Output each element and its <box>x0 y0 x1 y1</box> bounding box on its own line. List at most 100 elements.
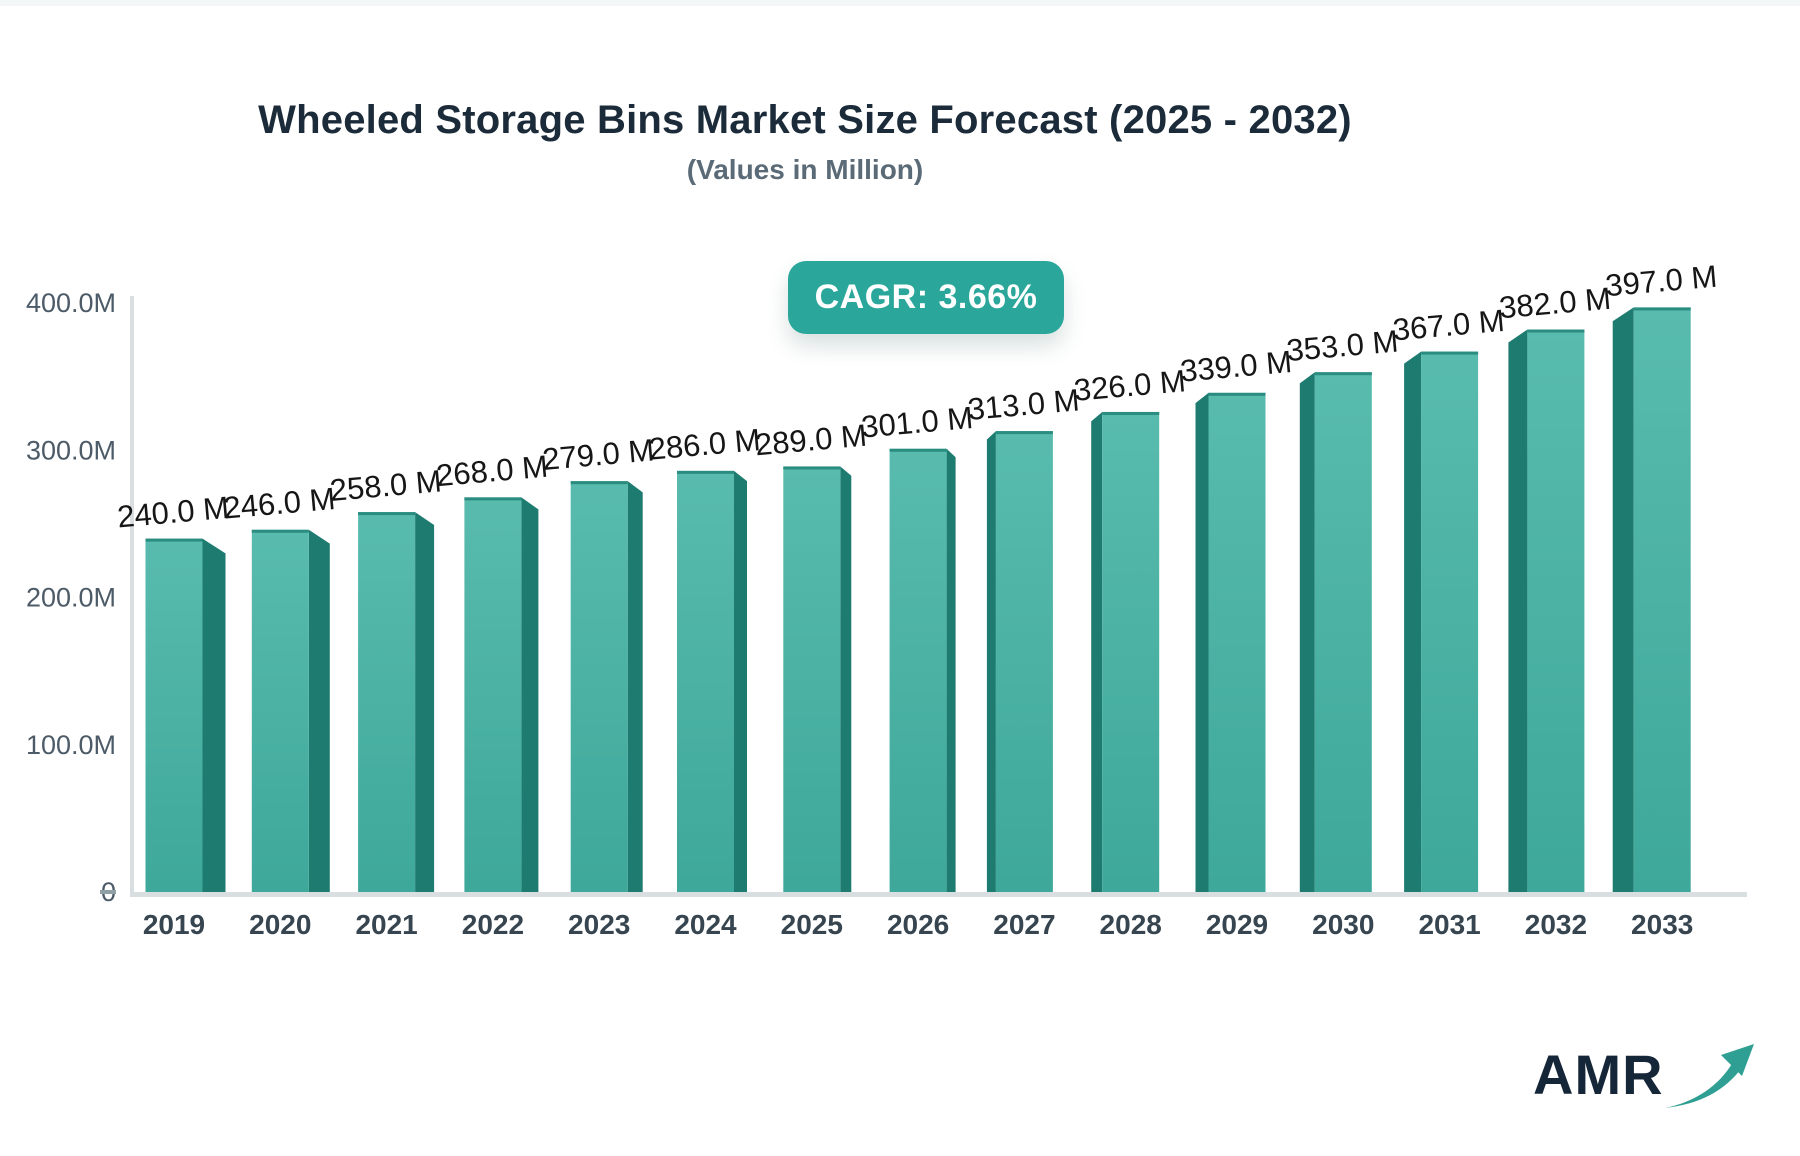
bar-top-edge <box>358 512 416 516</box>
bar-value-label: 353.0 M <box>1285 323 1400 368</box>
bar-2026[interactable]: 301.0 M <box>860 400 975 892</box>
bar-side-face <box>202 538 226 892</box>
chart-title: Wheeled Storage Bins Market Size Forecas… <box>258 98 1352 142</box>
bar-top-edge <box>677 470 734 474</box>
bar-side-face <box>986 431 996 892</box>
bar-value-label: 268.0 M <box>435 449 550 494</box>
bar-side-face <box>1299 372 1315 892</box>
y-axis-tick-label: 100.0M <box>26 730 116 760</box>
bar-side-face <box>1612 307 1634 893</box>
x-axis-line <box>130 892 1747 897</box>
x-axis-tick-label: 2026 <box>887 909 949 940</box>
bar-front-face <box>358 512 416 892</box>
x-axis-tick-label: 2024 <box>674 909 737 940</box>
x-axis-tick-label: 2022 <box>462 909 524 940</box>
bar-side-face <box>1404 351 1422 892</box>
bar-top-edge <box>783 466 841 470</box>
bar-top-edge <box>889 448 947 452</box>
x-axis-tick-label: 2032 <box>1525 909 1587 940</box>
amr-logo: AMR <box>1533 1042 1754 1122</box>
x-axis-tick-label: 2025 <box>781 909 843 940</box>
bar-top-edge <box>251 529 309 533</box>
bar-side-face <box>627 481 643 892</box>
bar-side-face <box>734 470 747 892</box>
bar-2029[interactable]: 339.0 M <box>1179 344 1294 892</box>
bar-2025[interactable]: 289.0 M <box>754 418 869 892</box>
bar-front-face <box>1633 307 1691 893</box>
y-axis-tick-label: 200.0M <box>26 583 116 613</box>
bar-front-face <box>783 466 841 892</box>
bar-top-edge <box>1421 351 1479 355</box>
growth-arrow-icon <box>1665 1044 1754 1108</box>
bar-front-face <box>677 470 734 892</box>
bar-value-label: 286.0 M <box>647 422 762 467</box>
bar-value-label: 258.0 M <box>328 463 443 508</box>
cagr-badge: CAGR: 3.66% <box>788 261 1064 334</box>
bar-2030[interactable]: 353.0 M <box>1285 323 1400 892</box>
bar-value-label: 397.0 M <box>1604 259 1719 304</box>
x-axis-tick-label: 2019 <box>143 909 205 940</box>
amr-logo-text: AMR <box>1533 1043 1664 1106</box>
cagr-badge-label: CAGR: 3.66% <box>814 278 1038 316</box>
bar-side-face <box>521 497 539 892</box>
y-axis-line <box>130 296 134 897</box>
x-axis-tick-label: 2027 <box>993 909 1055 940</box>
bar-top-edge <box>464 497 522 501</box>
bar-front-face <box>1527 329 1585 892</box>
bar-side-face <box>840 466 852 892</box>
bar-2033[interactable]: 397.0 M <box>1604 259 1719 893</box>
bar-2021[interactable]: 258.0 M <box>328 463 443 892</box>
bar-2031[interactable]: 367.0 M <box>1391 303 1506 892</box>
bar-value-label: 382.0 M <box>1498 281 1613 326</box>
bar-top-edge <box>1527 329 1585 333</box>
chart-subtitle: (Values in Million) <box>686 154 924 185</box>
bar-front-face <box>1208 392 1266 892</box>
x-axis-tick-label: 2033 <box>1631 909 1693 940</box>
bar-front-face <box>464 497 522 892</box>
bar-value-label: 301.0 M <box>860 400 975 445</box>
bar-2020[interactable]: 246.0 M <box>222 481 337 892</box>
bar-top-edge <box>1102 411 1160 415</box>
bar-front-face <box>1421 351 1479 892</box>
bar-2032[interactable]: 382.0 M <box>1498 281 1613 892</box>
y-axis-tick-label: 300.0M <box>26 435 116 465</box>
x-axis-tick-label: 2023 <box>568 909 630 940</box>
bar-2022[interactable]: 268.0 M <box>435 449 550 892</box>
y-axis-tick-mark <box>100 890 116 894</box>
bar-front-face <box>995 431 1053 892</box>
x-axis-tick-label: 2031 <box>1418 909 1480 940</box>
bar-top-edge <box>1314 372 1372 376</box>
bar-side-face <box>1195 392 1209 892</box>
bar-front-face <box>1314 372 1372 892</box>
bar-side-face <box>415 512 435 892</box>
bar-front-face <box>570 481 628 892</box>
bar-2028[interactable]: 326.0 M <box>1072 363 1187 892</box>
bar-top-edge <box>995 431 1053 435</box>
x-axis-tick-label: 2020 <box>249 909 311 940</box>
bar-value-label: 367.0 M <box>1391 303 1506 348</box>
bar-top-edge <box>570 481 628 485</box>
bar-top-edge <box>1633 307 1691 311</box>
bar-side-face <box>1091 411 1103 892</box>
y-axis-tick-label: 400.0M <box>26 288 116 318</box>
x-axis-tick-label: 2030 <box>1312 909 1374 940</box>
bar-2027[interactable]: 313.0 M <box>966 382 1081 892</box>
bar-side-face <box>308 529 330 892</box>
bar-2024[interactable]: 286.0 M <box>647 422 762 892</box>
bar-side-face <box>1508 329 1528 892</box>
bar-side-face <box>946 448 956 892</box>
bar-front-face <box>1102 411 1160 892</box>
bar-2023[interactable]: 279.0 M <box>541 432 656 892</box>
bar-front-face <box>889 448 947 892</box>
bar-value-label: 313.0 M <box>966 382 1081 427</box>
x-axis-tick-label: 2021 <box>355 909 417 940</box>
bar-top-edge <box>1208 392 1266 396</box>
bar-value-label: 279.0 M <box>541 432 656 477</box>
x-axis-tick-label: 2028 <box>1100 909 1162 940</box>
x-axis-tick-label: 2029 <box>1206 909 1268 940</box>
bar-top-edge <box>145 538 203 542</box>
bar-front-face <box>145 538 203 892</box>
bar-value-label: 246.0 M <box>222 481 337 526</box>
